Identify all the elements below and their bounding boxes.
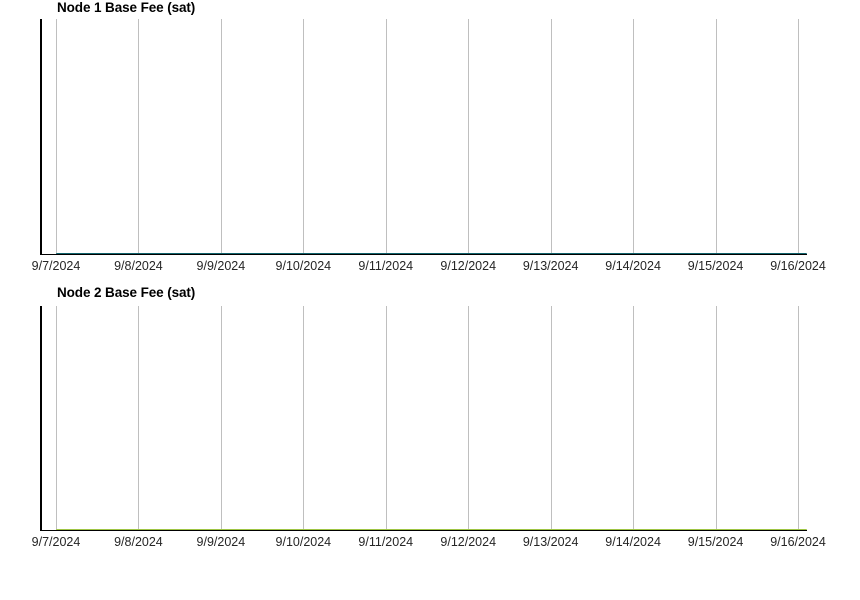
gridline <box>303 19 305 255</box>
gridline <box>220 306 222 531</box>
x-tick-label: 9/11/2024 <box>358 535 414 549</box>
chart-node-2-base-fee: Node 2 Base Fee (sat) 9/7/2024 9/8/2024 9/… <box>0 285 860 585</box>
x-tick-label: 9/11/2024 <box>358 259 414 273</box>
gridline <box>468 306 470 531</box>
gridline <box>138 19 140 255</box>
x-tick-label: 9/7/2024 <box>31 259 81 273</box>
chart-1-series-layer <box>40 19 807 255</box>
chart-2-y-axis <box>40 306 42 531</box>
gridline <box>798 306 799 531</box>
gridline <box>138 306 140 531</box>
gridline <box>56 306 57 531</box>
x-tick-label: 9/8/2024 <box>114 535 163 549</box>
x-tick-label: 9/14/2024 <box>605 535 661 549</box>
chart-2-plot-area <box>40 306 807 531</box>
chart-1-x-tick-labels: 9/7/2024 9/8/2024 9/9/2024 9/10/2024 9/11/20… <box>0 259 860 275</box>
chart-1-y-axis <box>40 19 42 255</box>
x-tick-label: 9/15/2024 <box>687 535 744 549</box>
gridline <box>56 19 57 255</box>
chart-2-x-tick-labels: 9/7/2024 9/8/2024 9/9/2024 9/10/2024 9/11/20… <box>0 535 860 551</box>
gridline <box>633 306 635 531</box>
x-tick-label: 9/12/2024 <box>440 535 497 549</box>
gridline <box>385 19 387 255</box>
x-tick-label: 9/12/2024 <box>440 259 497 273</box>
gridline <box>633 19 635 255</box>
x-tick-label: 9/9/2024 <box>196 535 246 549</box>
chart-2-gridlines <box>40 306 807 531</box>
gridline <box>550 19 552 255</box>
x-tick-label: 9/16/2024 <box>770 535 826 549</box>
x-tick-label: 9/9/2024 <box>196 259 246 273</box>
chart-1-x-axis <box>40 253 807 255</box>
x-tick-label: 9/16/2024 <box>770 259 826 273</box>
chart-node-1-base-fee: Node 1 Base Fee (sat) 9/7/2024 9/8/2024 9/… <box>0 0 860 285</box>
x-tick-label: 9/7/2024 <box>31 535 81 549</box>
gridline <box>220 19 222 255</box>
gridline <box>798 19 799 255</box>
gridline <box>385 306 387 531</box>
chart-2-title: Node 2 Base Fee (sat) <box>57 285 196 300</box>
x-tick-label: 9/8/2024 <box>114 259 163 273</box>
x-tick-label: 9/10/2024 <box>275 259 332 273</box>
x-tick-label: 9/15/2024 <box>687 259 744 273</box>
x-tick-label: 9/13/2024 <box>522 259 579 273</box>
gridline <box>303 306 305 531</box>
x-tick-label: 9/10/2024 <box>275 535 332 549</box>
chart-2-x-axis <box>40 529 807 531</box>
x-tick-label: 9/13/2024 <box>522 535 579 549</box>
x-tick-label: 9/14/2024 <box>605 259 661 273</box>
chart-1-title: Node 1 Base Fee (sat) <box>57 0 196 15</box>
gridline <box>550 306 552 531</box>
chart-1-gridlines <box>40 19 807 255</box>
chart-2-series-layer <box>40 306 807 531</box>
gridline <box>715 19 717 255</box>
chart-1-plot-area <box>40 19 807 255</box>
gridline <box>468 19 470 255</box>
gridline <box>715 306 717 531</box>
